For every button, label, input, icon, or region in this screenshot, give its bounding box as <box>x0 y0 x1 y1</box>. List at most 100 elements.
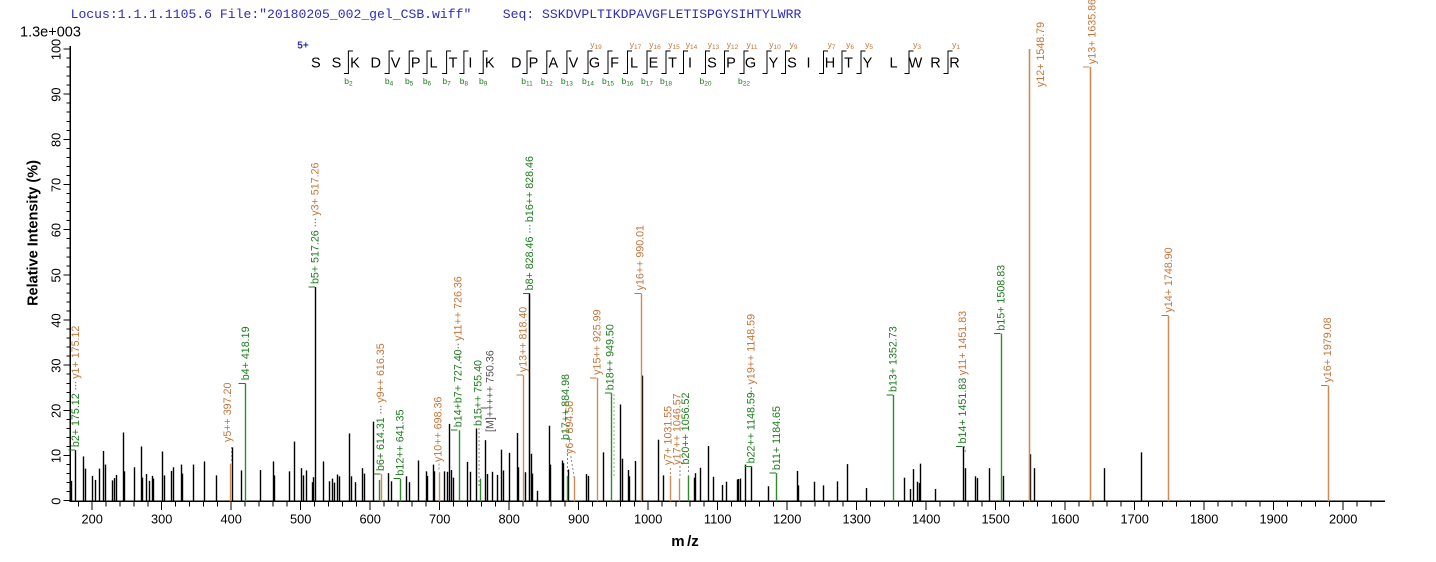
svg-text:y12+ 1548.79: y12+ 1548.79 <box>1035 22 1047 87</box>
svg-text:y1+ 175.12: y1+ 175.12 <box>70 326 82 379</box>
svg-text:b12: b12 <box>541 76 553 88</box>
svg-text:T: T <box>449 56 458 72</box>
svg-text:400: 400 <box>221 512 242 527</box>
svg-text:Y: Y <box>769 56 779 72</box>
svg-text:5+: 5+ <box>297 41 309 52</box>
svg-text:y16+ 1979.08: y16+ 1979.08 <box>1322 317 1334 382</box>
svg-text:y15: y15 <box>668 40 680 52</box>
svg-text:y9: y9 <box>790 40 798 52</box>
svg-text:b2: b2 <box>344 76 353 88</box>
svg-text:b15+ 1508.83: b15+ 1508.83 <box>995 265 1007 331</box>
svg-text:200: 200 <box>82 512 103 527</box>
svg-text:b18: b18 <box>660 76 672 88</box>
svg-text:300: 300 <box>151 512 172 527</box>
svg-text:y3: y3 <box>913 40 921 52</box>
svg-text:b14: b14 <box>582 76 594 88</box>
svg-text:y14: y14 <box>686 40 698 52</box>
svg-text:b20++ 1056.52: b20++ 1056.52 <box>680 393 692 465</box>
svg-text:y10: y10 <box>769 40 781 52</box>
svg-text:A: A <box>548 56 558 72</box>
svg-text:b17: b17 <box>641 76 653 88</box>
svg-text:P: P <box>726 56 736 72</box>
svg-text:y7: y7 <box>828 40 836 52</box>
svg-text:1100: 1100 <box>704 512 732 527</box>
svg-text:F: F <box>610 56 619 72</box>
svg-text:10: 10 <box>49 449 64 463</box>
svg-text:R: R <box>949 56 959 72</box>
svg-text:y9++ 616.35: y9++ 616.35 <box>375 343 387 402</box>
svg-text:b6+ 614.31: b6+ 614.31 <box>375 417 387 471</box>
svg-text:900: 900 <box>568 512 589 527</box>
svg-text:y13: y13 <box>708 40 720 52</box>
svg-text:H: H <box>825 56 835 72</box>
svg-text:1000: 1000 <box>634 512 662 527</box>
svg-text:80: 80 <box>49 133 64 147</box>
svg-text:b13+ 1352.73: b13+ 1352.73 <box>888 326 900 392</box>
svg-text:1200: 1200 <box>773 512 801 527</box>
svg-text:y6+ 894.50: y6+ 894.50 <box>564 401 576 454</box>
svg-text:b4+ 418.19: b4+ 418.19 <box>240 326 252 380</box>
svg-text:1900: 1900 <box>1259 512 1287 527</box>
svg-text:b20: b20 <box>700 76 712 88</box>
svg-text:y16++ 990.01: y16++ 990.01 <box>635 225 647 290</box>
svg-text:b16: b16 <box>622 76 634 88</box>
svg-text:D: D <box>371 56 381 72</box>
svg-text:y19: y19 <box>590 40 602 52</box>
svg-text:800: 800 <box>499 512 520 527</box>
svg-text:S: S <box>332 56 342 72</box>
svg-text:1300: 1300 <box>842 512 870 527</box>
svg-text:y14+ 1748.90: y14+ 1748.90 <box>1163 247 1175 312</box>
svg-text:30: 30 <box>49 359 64 373</box>
svg-text:[M]+++++ 750.36: [M]+++++ 750.36 <box>485 350 497 432</box>
svg-text:50: 50 <box>49 268 64 282</box>
svg-text:L: L <box>429 56 437 72</box>
svg-text:Y: Y <box>863 56 873 72</box>
svg-text:y5: y5 <box>865 40 873 52</box>
svg-text:b13: b13 <box>561 76 573 88</box>
svg-text:S: S <box>787 56 797 72</box>
svg-text:700: 700 <box>429 512 450 527</box>
svg-text:R: R <box>930 56 940 72</box>
svg-text:90: 90 <box>49 88 64 102</box>
svg-text:1400: 1400 <box>912 512 940 527</box>
svg-text:y1: y1 <box>952 40 960 52</box>
svg-text:100: 100 <box>49 39 64 60</box>
svg-text:E: E <box>649 56 659 72</box>
svg-text:y12: y12 <box>727 40 739 52</box>
svg-text:1600: 1600 <box>1051 512 1079 527</box>
svg-text:G: G <box>589 56 600 72</box>
svg-text:I: I <box>688 56 692 72</box>
svg-text:1500: 1500 <box>981 512 1009 527</box>
svg-text:b9: b9 <box>479 76 488 88</box>
svg-text:V: V <box>569 56 579 72</box>
svg-text:b11+ 1184.65: b11+ 1184.65 <box>771 406 783 470</box>
svg-text:b5: b5 <box>405 76 414 88</box>
svg-text:b17++ 884.98: b17++ 884.98 <box>560 374 572 440</box>
svg-text:y17++ 1046.57: y17++ 1046.57 <box>672 393 684 464</box>
svg-text:20: 20 <box>49 404 64 418</box>
svg-text:600: 600 <box>360 512 381 527</box>
svg-text:1.3e+003: 1.3e+003 <box>20 24 81 40</box>
svg-text:y5++ 397.20: y5++ 397.20 <box>222 383 234 442</box>
svg-text:1700: 1700 <box>1120 512 1148 527</box>
svg-text:b4: b4 <box>385 76 394 88</box>
svg-text:y3+ 517.26: y3+ 517.26 <box>310 163 322 216</box>
svg-text:y17: y17 <box>630 40 642 52</box>
svg-text:60: 60 <box>49 223 64 237</box>
svg-text:W: W <box>909 56 923 72</box>
svg-text:y13+ 1635.86: y13+ 1635.86 <box>1087 0 1099 64</box>
svg-text:m/z: m/z <box>671 533 699 550</box>
svg-text:b8: b8 <box>460 76 469 88</box>
svg-text:b22: b22 <box>738 76 750 88</box>
svg-text:y11++ 726.36: y11++ 726.36 <box>452 276 464 341</box>
svg-text:b15: b15 <box>602 76 614 88</box>
svg-text:b15++ 755.40: b15++ 755.40 <box>473 360 485 426</box>
svg-text:V: V <box>391 56 401 72</box>
svg-text:y7+ 1031.55: y7+ 1031.55 <box>663 406 675 465</box>
svg-text:y6: y6 <box>846 40 854 52</box>
svg-text:L: L <box>630 56 638 72</box>
svg-text:b14+ 1451.83: b14+ 1451.83 <box>957 378 969 444</box>
svg-text:y16: y16 <box>649 40 661 52</box>
svg-text:b2+ 175.12: b2+ 175.12 <box>70 393 82 447</box>
svg-text:S: S <box>707 56 717 72</box>
